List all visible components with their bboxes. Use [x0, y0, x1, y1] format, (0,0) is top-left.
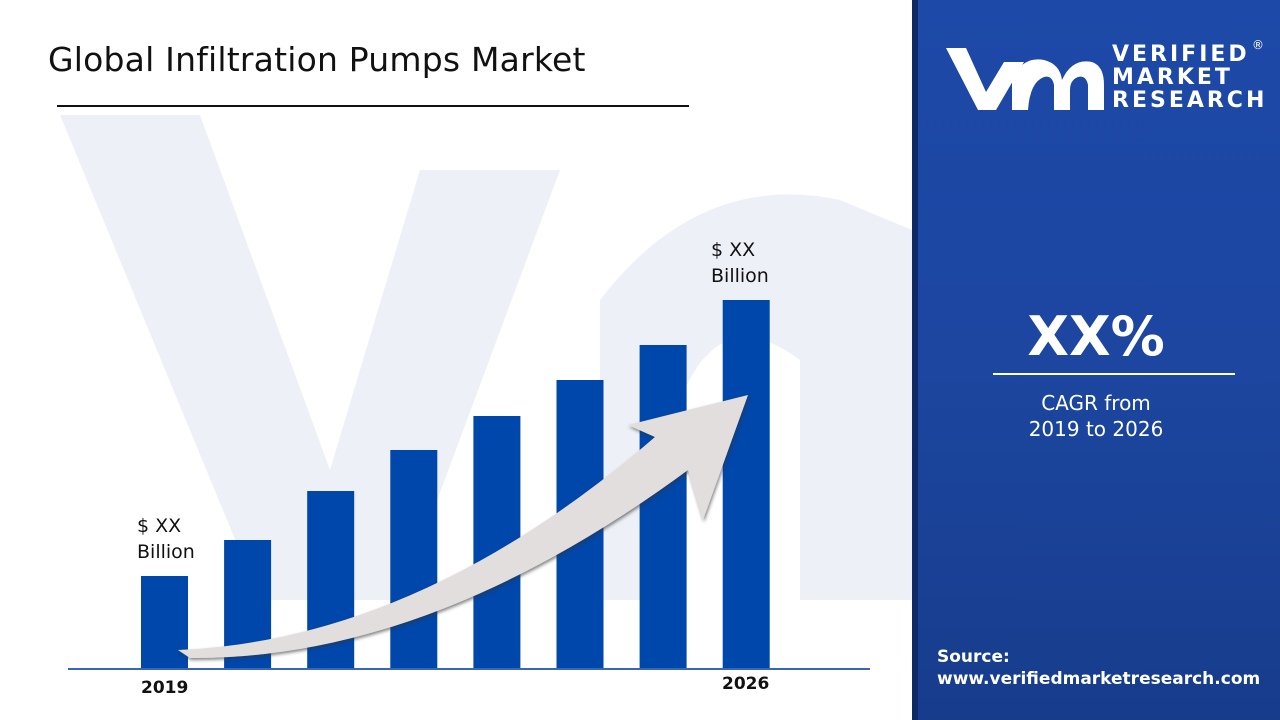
- bar-2022: [390, 450, 438, 669]
- trend-arrow: [178, 395, 748, 659]
- brand-market: MARKET: [1112, 65, 1233, 90]
- bar-2019: [141, 576, 188, 669]
- brand-verified: VERIFIED: [1112, 42, 1250, 67]
- cagr-divider: [993, 373, 1235, 375]
- last-bar-label-unit: Billion: [711, 265, 769, 287]
- registered-mark: ®: [1252, 38, 1264, 52]
- x-tick-2019: 2019: [141, 678, 189, 698]
- chart-area: Global Infiltration Pumps Market $ XX Bi…: [48, 40, 912, 698]
- last-bar-label: $ XX Billion: [711, 237, 769, 289]
- panel-edge: [912, 0, 918, 720]
- first-bar-label-value: $ XX: [137, 515, 182, 537]
- vmr-logo-icon: [946, 48, 1104, 110]
- x-tick-2026: 2026: [722, 674, 770, 694]
- cagr-label-line2: 2019 to 2026: [1028, 417, 1164, 441]
- bar-chart: [68, 300, 870, 670]
- chart-title: Global Infiltration Pumps Market: [48, 40, 586, 79]
- bar-2026: [722, 300, 770, 669]
- bar-2025: [639, 345, 687, 669]
- brand-research: RESEARCH: [1112, 88, 1268, 113]
- cagr-label: CAGR from 2019 to 2026: [912, 390, 1280, 442]
- source-label: Source:: [937, 647, 1010, 667]
- first-bar-label: $ XX Billion: [137, 513, 195, 565]
- source-url[interactable]: www.verifiedmarketresearch.com: [937, 669, 1261, 689]
- info-panel: VERIFIED MARKET RESEARCH ® XX% CAGR from…: [912, 0, 1280, 720]
- source: Source: www.verifiedmarketresearch.com: [937, 646, 1260, 690]
- last-bar-label-value: $ XX: [711, 239, 756, 261]
- first-bar-label-unit: Billion: [137, 541, 195, 563]
- title-underline: [57, 105, 689, 107]
- cagr-label-line1: CAGR from: [1041, 391, 1151, 415]
- cagr-value: XX%: [1027, 305, 1165, 368]
